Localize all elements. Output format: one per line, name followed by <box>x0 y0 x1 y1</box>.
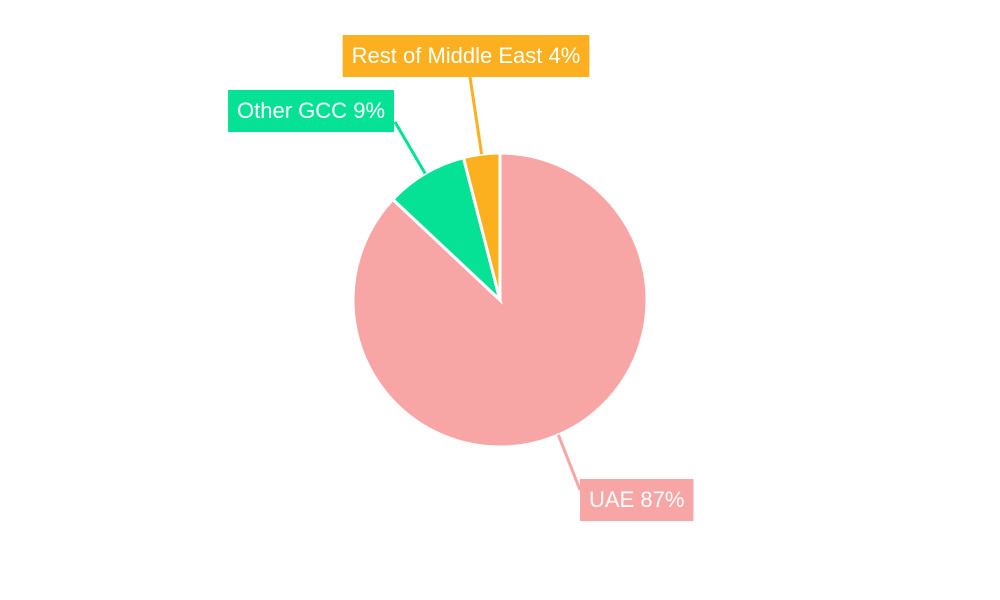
label-value: 4% <box>549 43 581 68</box>
label-box <box>580 479 694 521</box>
label-value: 87% <box>640 487 684 512</box>
data-label: UAE 87% <box>580 479 694 521</box>
label-text: Other GCC 9% <box>237 98 385 123</box>
leader-line <box>468 76 484 155</box>
pie-slice <box>390 155 503 305</box>
data-label: Other GCC 9% <box>228 90 394 132</box>
label-category: Other GCC <box>237 98 347 123</box>
label-box <box>228 90 394 132</box>
leader-line <box>393 121 427 175</box>
label-category: Rest of Middle East <box>352 43 543 68</box>
label-value: 9% <box>353 98 385 123</box>
label-box <box>342 35 590 77</box>
label-text: Rest of Middle East 4% <box>352 43 581 68</box>
data-label: Rest of Middle East 4% <box>342 35 590 77</box>
label-text: UAE 87% <box>589 487 684 512</box>
label-category: UAE <box>589 487 634 512</box>
leader-line <box>556 434 582 491</box>
